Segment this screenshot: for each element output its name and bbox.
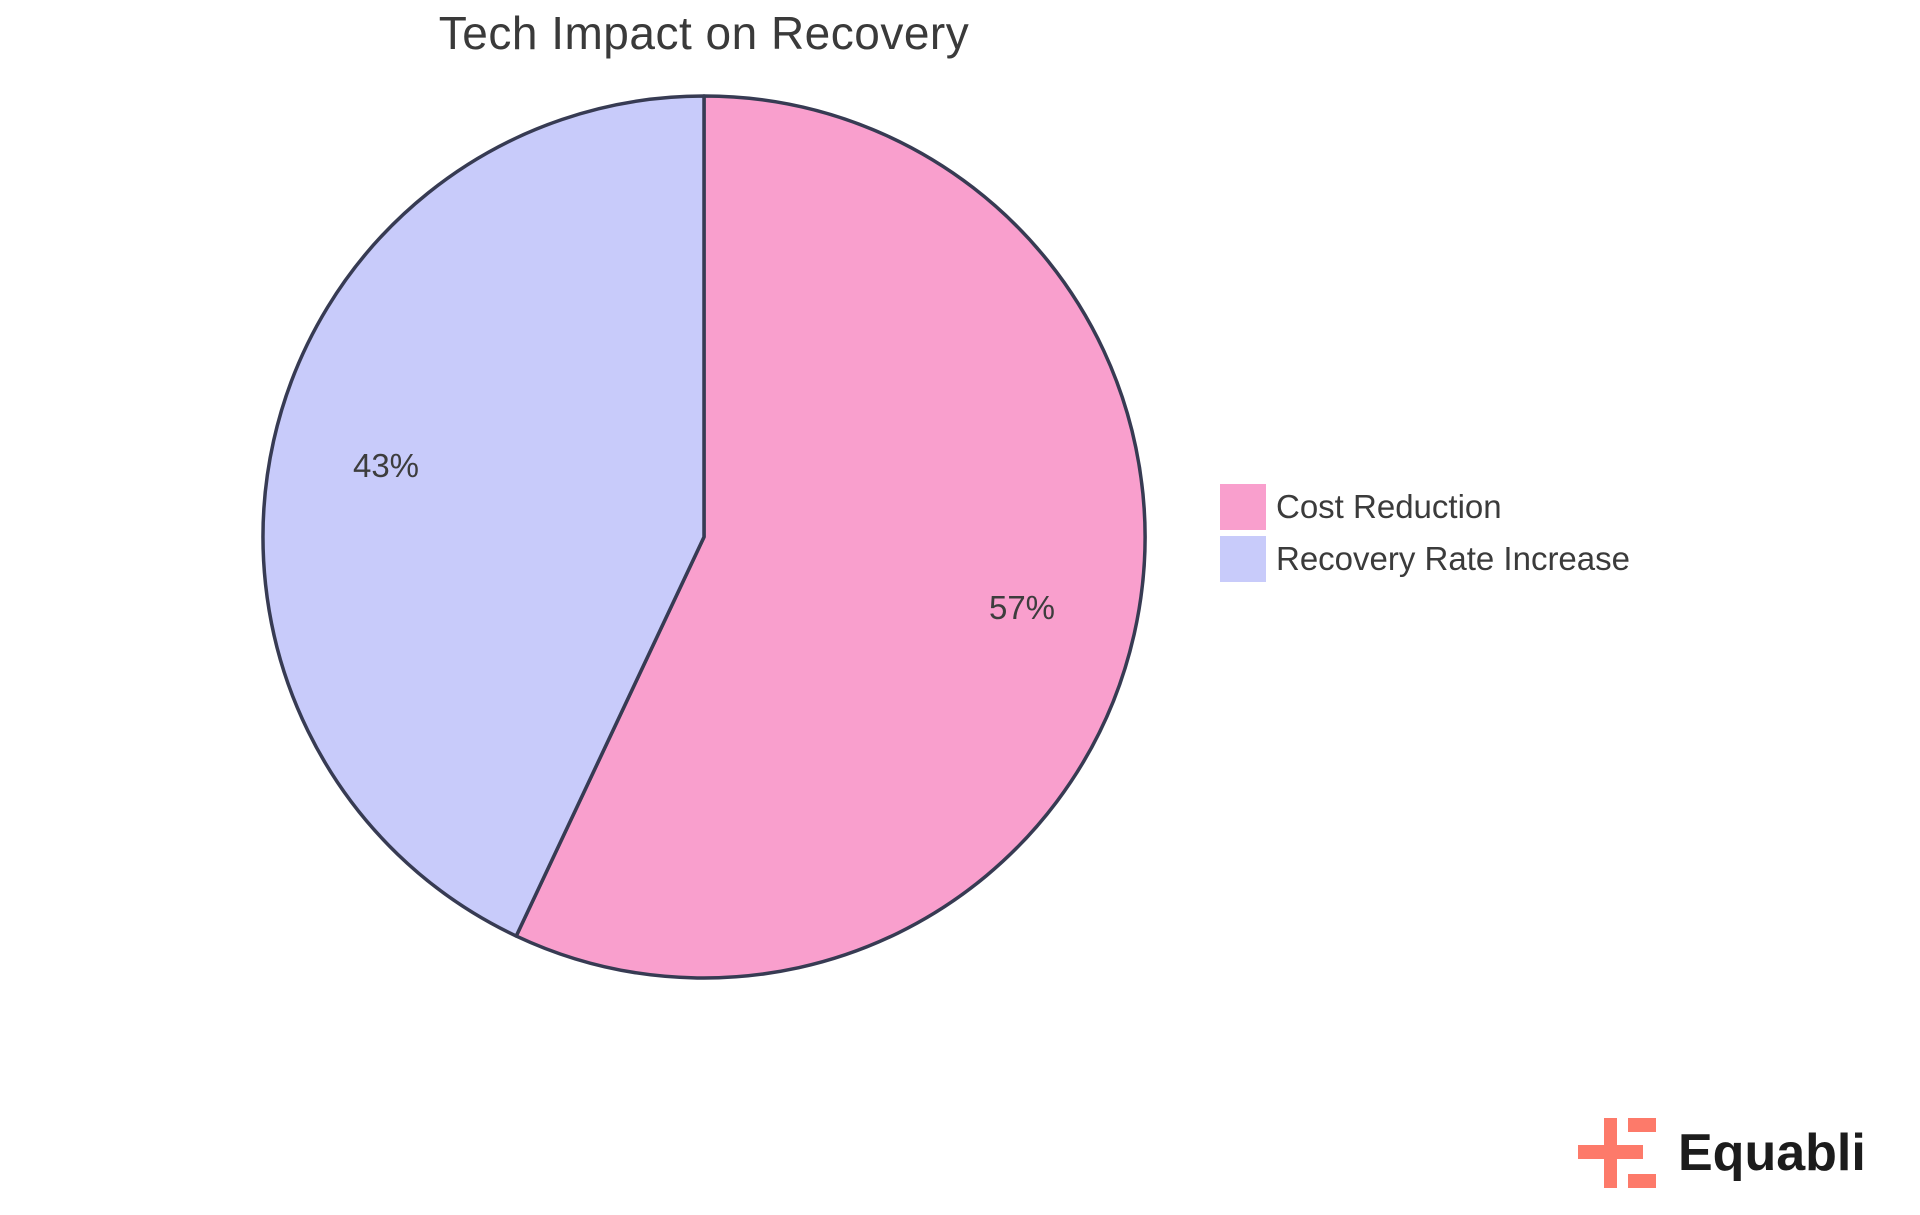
legend-item-recovery-rate-increase: Recovery Rate Increase	[1220, 536, 1630, 582]
pie-slice-cost-reduction	[514, 94, 1147, 980]
brand-name: Equabli	[1678, 1124, 1866, 1182]
pie-slice-recovery-rate-increase	[261, 94, 706, 938]
legend-item-cost-reduction: Cost Reduction	[1220, 484, 1630, 530]
pie-chart	[261, 94, 1147, 980]
legend-label: Recovery Rate Increase	[1276, 540, 1630, 577]
chart-legend: Cost Reduction Recovery Rate Increase	[1220, 484, 1630, 582]
legend-swatch	[1220, 484, 1266, 530]
brand-logo: Equabli	[1578, 1118, 1866, 1188]
legend-swatch	[1220, 536, 1266, 582]
legend-label: Cost Reduction	[1276, 488, 1502, 525]
chart-title: Tech Impact on Recovery	[438, 7, 970, 59]
equabli-logo-icon	[1578, 1118, 1656, 1188]
